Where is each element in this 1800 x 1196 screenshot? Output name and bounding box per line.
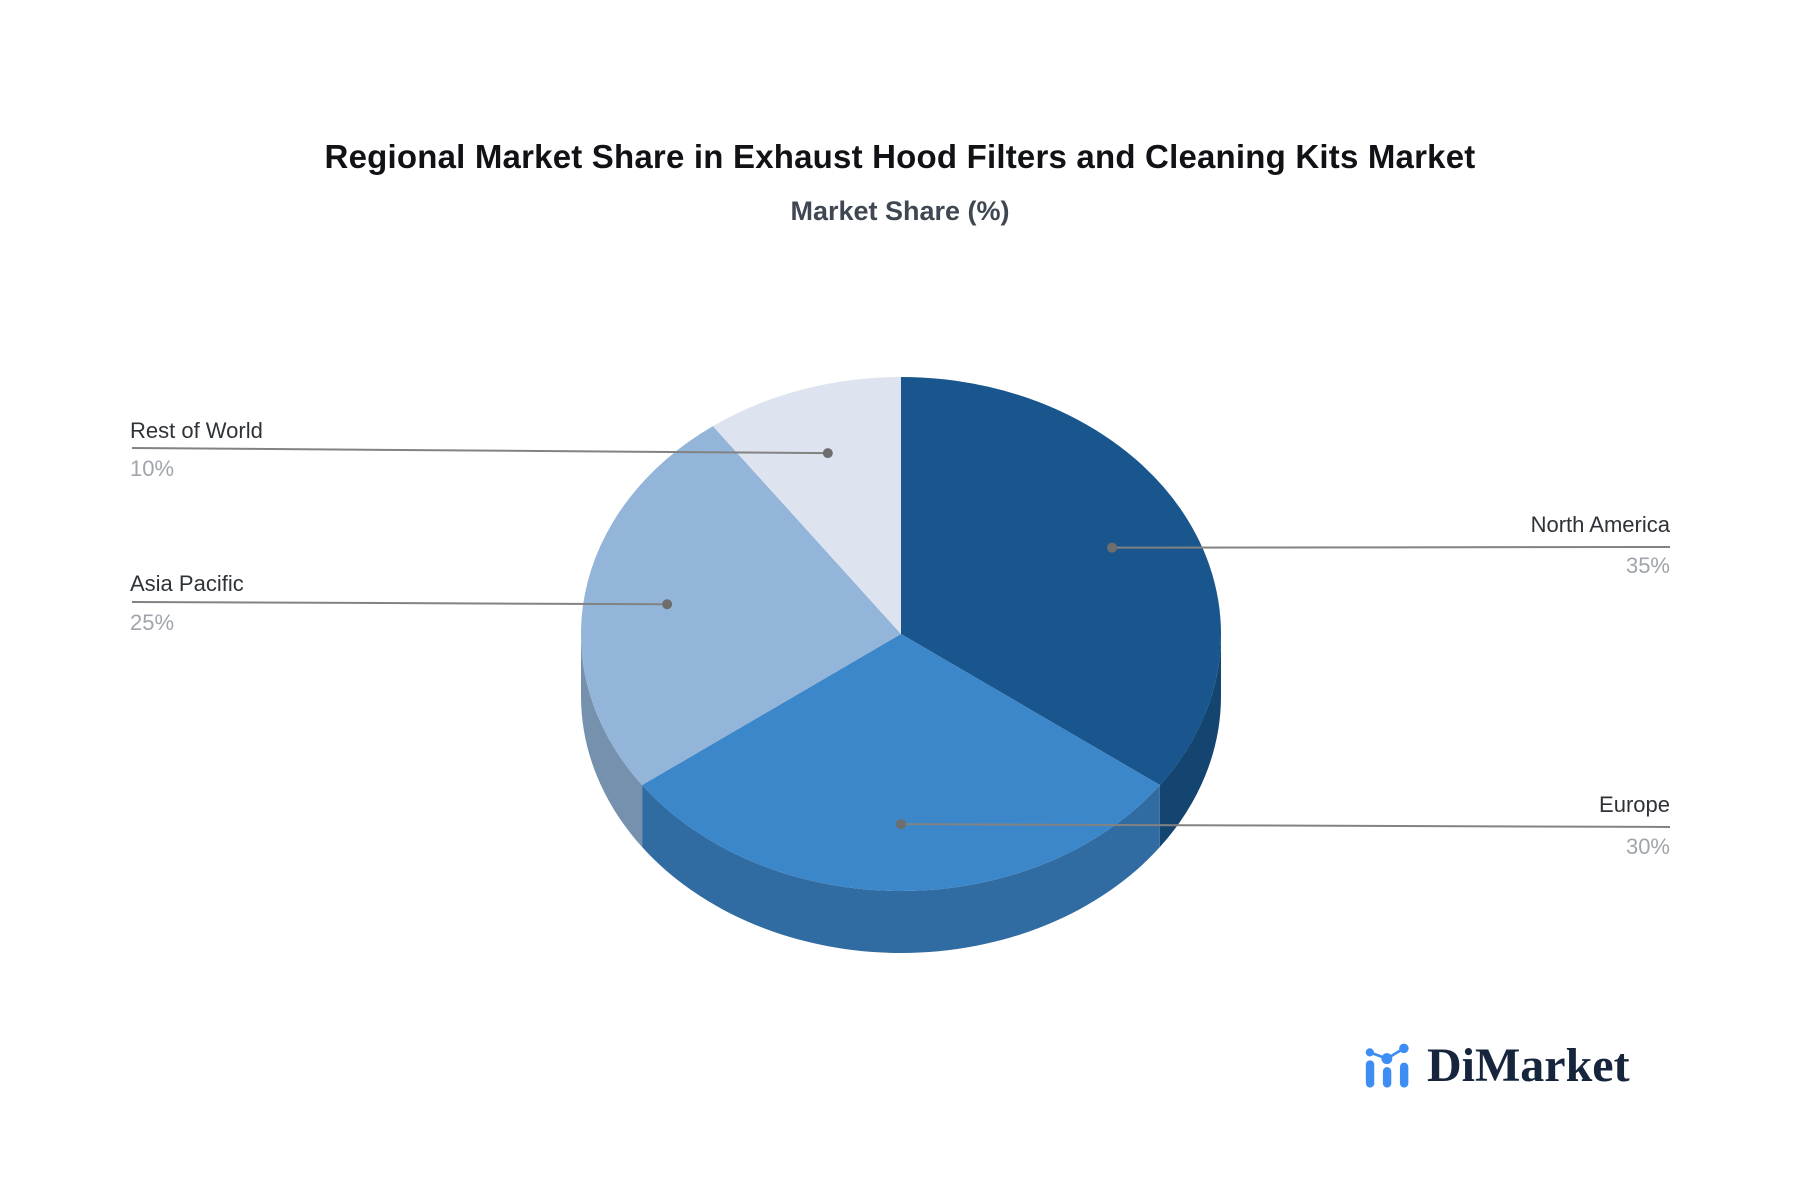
slice-wall-asia-pacific xyxy=(581,634,643,848)
leader-line-north-america xyxy=(1111,546,1671,549)
leader-line-europe xyxy=(900,823,1671,828)
anchor-dot-north-america xyxy=(1106,542,1117,553)
slice-north-america[interactable] xyxy=(901,377,1221,786)
anchor-dot-asia-pacific xyxy=(662,599,673,610)
slice-wall-europe xyxy=(642,785,1160,953)
chart-subtitle: Market Share (%) xyxy=(790,196,1010,226)
slice-asia-pacific[interactable] xyxy=(581,426,901,786)
brand-logo: DiMarket xyxy=(1363,1040,1630,1092)
slice-wall-north-america xyxy=(1159,634,1221,848)
anchor-dot-europe xyxy=(896,819,906,830)
dimarket-logo-icon xyxy=(1365,1043,1409,1088)
brand-name: DiMarket xyxy=(1427,1039,1630,1092)
slice-europe[interactable] xyxy=(642,634,1160,891)
leader-line-asia-pacific xyxy=(131,601,668,606)
anchor-dot-rest-of-world xyxy=(822,448,833,459)
slice-rest-of-world[interactable] xyxy=(712,377,901,634)
chart-title: Regional Market Share in Exhaust Hood Fi… xyxy=(324,138,1476,175)
leader-line-rest-of-world xyxy=(131,447,828,455)
